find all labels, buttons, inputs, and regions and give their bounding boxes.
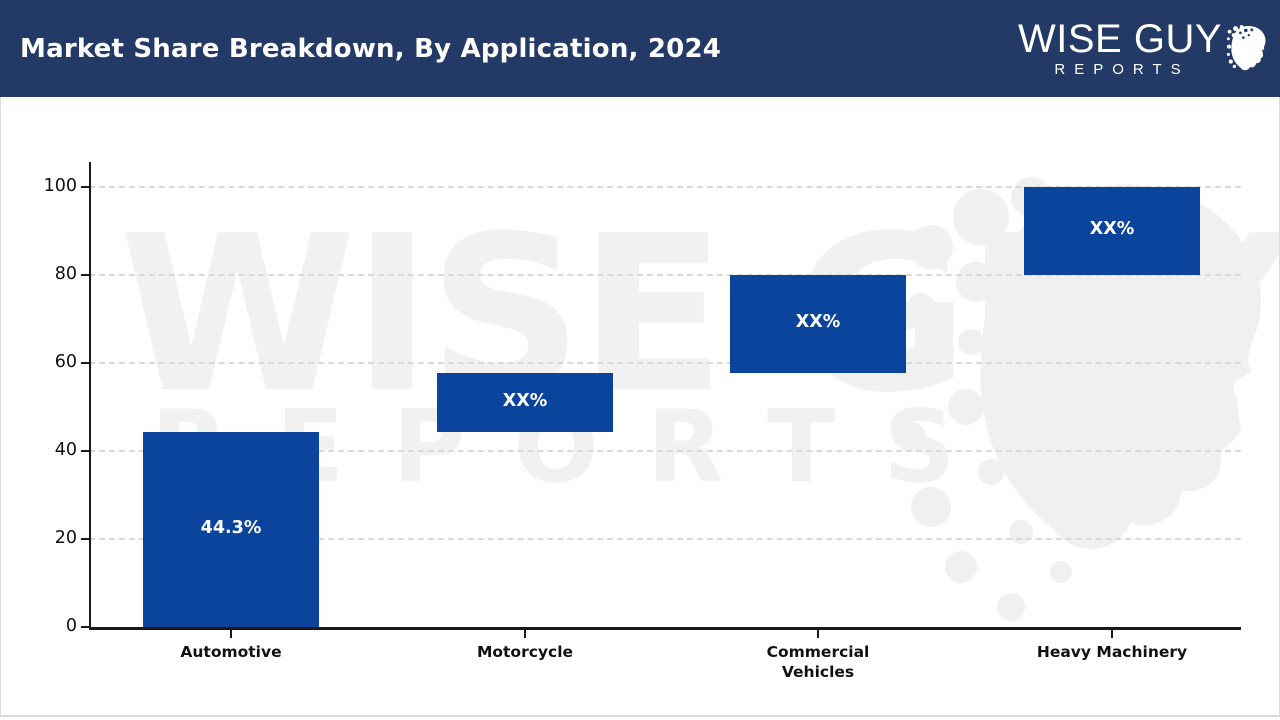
y-tick-mark bbox=[81, 274, 89, 276]
x-category-label: Heavy Machinery bbox=[1036, 643, 1188, 661]
x-category-label: Automotive bbox=[180, 643, 282, 661]
x-category-label: Commercial Vehicles bbox=[766, 643, 870, 681]
brand-logo-text: WISE GUY REPORTS bbox=[1018, 19, 1222, 78]
bar-value-label: 44.3% bbox=[200, 517, 262, 538]
y-tick-label: 80 bbox=[54, 264, 77, 284]
bar-automotive bbox=[143, 432, 319, 627]
bar-value-label: XX% bbox=[502, 390, 548, 411]
y-tick-mark bbox=[81, 626, 89, 628]
bar-value-label: XX% bbox=[1089, 219, 1135, 239]
y-tick-label: 100 bbox=[43, 176, 77, 196]
gridline bbox=[89, 538, 1241, 540]
gridline bbox=[89, 362, 1241, 364]
y-tick-label: 60 bbox=[54, 352, 77, 372]
x-axis-line bbox=[89, 627, 1241, 630]
brand-name: WISE GUY bbox=[1018, 17, 1223, 61]
bar-motorcycle bbox=[437, 373, 613, 433]
chart-canvas: WISE GUY REPORTS 0 20 40 60 80 100 44.3% XX% XX%… bbox=[0, 97, 1280, 717]
x-tick-mark bbox=[817, 630, 819, 638]
y-tick-mark bbox=[81, 362, 89, 364]
gridline bbox=[89, 450, 1241, 452]
gridline bbox=[89, 186, 1241, 188]
x-tick-mark bbox=[230, 630, 232, 638]
header: Market Share Breakdown, By Application, … bbox=[0, 0, 1280, 97]
y-tick-mark bbox=[81, 450, 89, 452]
y-tick-mark bbox=[81, 538, 89, 540]
gridline bbox=[89, 274, 1241, 276]
brand-logo: WISE GUY REPORTS bbox=[1018, 6, 1268, 91]
y-tick-mark bbox=[81, 186, 89, 188]
y-tick-label: 40 bbox=[54, 440, 77, 460]
y-tick-label: 0 bbox=[65, 616, 77, 636]
x-category-label: Motorcycle bbox=[476, 643, 574, 661]
x-tick-mark bbox=[1111, 630, 1113, 638]
x-tick-mark bbox=[524, 630, 526, 638]
bar-value-label: XX% bbox=[795, 312, 841, 333]
brand-subtitle: REPORTS bbox=[1054, 61, 1190, 78]
brand-face-icon bbox=[1226, 24, 1266, 70]
chart-title: Market Share Breakdown, By Application, … bbox=[20, 33, 722, 64]
y-tick-label: 20 bbox=[54, 528, 77, 548]
y-axis-line bbox=[89, 162, 91, 630]
bar-commercial-vehicles bbox=[730, 275, 906, 374]
plot-area: 0 20 40 60 80 100 44.3% XX% XX% XX% Automotive Moto… bbox=[1, 97, 1279, 715]
